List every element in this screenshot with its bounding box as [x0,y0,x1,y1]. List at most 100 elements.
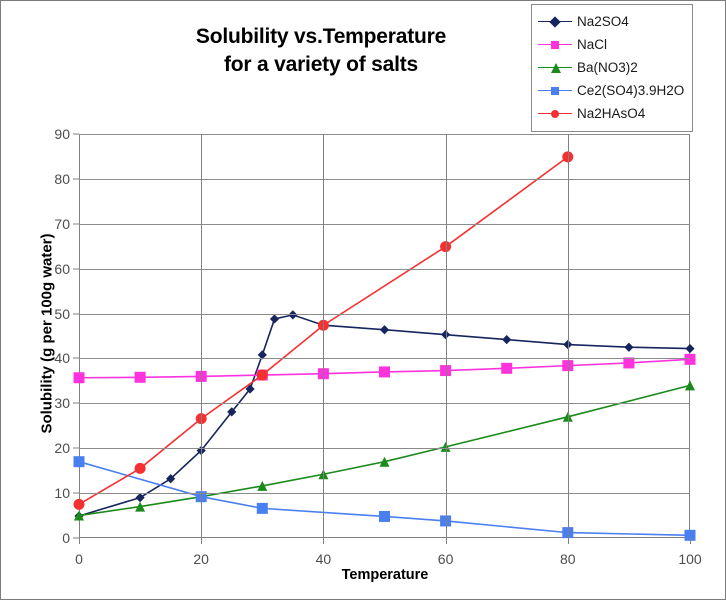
data-point-square-icon [134,371,146,383]
x-axis-title: Temperature [341,567,429,583]
series-ba-no3-2 [74,380,695,521]
x-tick-label: 40 [315,551,332,567]
x-gridline [201,134,203,538]
y-gridline [79,358,690,360]
y-tick-mark [73,447,79,449]
legend-item-label: Ce2(SO4)3.9H2O [577,83,685,98]
y-tick-label: 80 [54,170,70,187]
legend-item-label: NaCl [577,37,608,52]
y-tick-label: 70 [54,215,70,232]
legend-item-na2haso4[interactable]: Na2HAsO4 [538,102,684,125]
y-gridline [79,448,690,450]
legend-item-ba-no3-2[interactable]: Ba(NO3)2 [538,56,684,79]
data-point-square-icon [73,372,85,384]
chart-title-line-2: for a variety of salts [223,53,418,77]
x-tick-label: 60 [437,551,454,567]
data-point-square-icon [501,362,513,374]
legend-swatch-circle-icon [538,107,572,121]
data-point-triangle-icon [685,380,695,391]
x-gridline [567,134,569,538]
y-tick-mark [73,268,79,270]
y-tick-mark [73,402,79,404]
series-ce2-so4-3-9h2o [73,456,696,541]
series-na2so4 [74,310,695,521]
x-gridline [323,134,325,538]
data-point-diamond-icon [379,325,390,335]
legend-item-label: Na2SO4 [577,14,629,29]
x-tick-mark [690,538,691,544]
y-tick-mark [73,537,79,539]
x-tick-mark [567,538,569,544]
series-line [78,384,691,517]
legend-item-label: Na2HAsO4 [577,106,646,121]
x-gridline [445,134,447,538]
y-gridline [79,493,690,495]
x-tick-mark [323,538,325,544]
data-point-triangle-icon [74,510,84,521]
data-point-square-icon [379,510,390,522]
data-point-triangle-icon [379,456,390,467]
plot-area: 0 10 20 30 40 50 60 70 80 90 0 20 40 60 80 100 [54,126,701,567]
y-tick-label: 40 [54,350,70,367]
y-tick-label: 10 [54,485,70,502]
y-tick-label: 0 [62,530,70,546]
x-tick-label: 20 [193,551,209,567]
chart-title: Solubility vs.Temperature for a variety … [121,23,521,80]
y-tick-label: 60 [54,260,70,277]
data-point-diamond-icon [245,384,255,394]
y-gridline [79,403,690,405]
x-tick-mark [445,538,447,544]
series-line [78,314,691,517]
y-gridline [79,313,690,315]
y-tick-mark [73,133,79,135]
data-point-diamond-icon [502,334,512,345]
legend-item-label: Ba(NO3)2 [577,60,638,75]
data-point-triangle-icon [135,501,146,512]
x-tick-label: 80 [560,551,576,567]
data-point-diamond-icon [624,342,634,352]
data-point-diamond-icon [227,407,237,417]
data-point-square-icon [379,366,390,378]
x-tick-mark [79,538,80,544]
x-tick-label: 100 [678,551,702,567]
data-point-diamond-icon [288,310,298,320]
y-tick-label: 90 [54,126,70,142]
data-point-square-icon [684,353,696,365]
y-tick-label: 50 [54,305,70,322]
x-tick-label: 0 [75,551,83,567]
y-gridline [79,223,690,225]
series-line [78,460,691,537]
data-point-circle-icon [134,462,146,474]
series-layer [73,151,696,541]
y-tick-mark [73,178,79,180]
legend-swatch-diamond-icon [538,15,572,29]
data-point-diamond-icon [269,314,280,324]
legend-item-ce2-so4-3-9h2o[interactable]: Ce2(SO4)3.9H2O [538,79,684,102]
data-point-circle-icon [256,369,268,381]
y-axis-title: Solubility (g per 100g water) [38,233,56,434]
data-point-circle-icon [73,498,85,510]
y-gridline [79,268,690,270]
y-gridline [79,134,690,135]
chart-title-line-1: Solubility vs.Temperature [195,25,447,48]
data-point-square-icon [684,529,696,541]
data-point-square-icon [623,357,635,369]
data-point-triangle-icon [257,480,268,491]
chart-legend: Na2SO4 NaCl Ba(NO3)2 Ce2(SO4)3.9H2O Na2HAsO4 [531,4,694,132]
legend-item-nacl[interactable]: NaCl [538,33,684,56]
y-tick-mark [73,223,79,225]
data-point-diamond-icon [166,474,176,484]
data-point-square-icon [73,456,85,468]
data-point-diamond-icon [135,493,145,503]
data-point-diamond-icon [685,343,695,354]
legend-swatch-square-icon [538,38,572,52]
legend-swatch-triangle-icon [538,61,572,75]
x-tick-mark [201,538,203,544]
legend-swatch-square-icon [538,84,572,98]
data-point-diamond-icon [257,350,267,360]
data-point-square-icon [256,502,268,514]
y-gridline [79,178,690,180]
y-tick-mark [73,313,79,315]
legend-item-na2so4[interactable]: Na2SO4 [538,10,684,33]
